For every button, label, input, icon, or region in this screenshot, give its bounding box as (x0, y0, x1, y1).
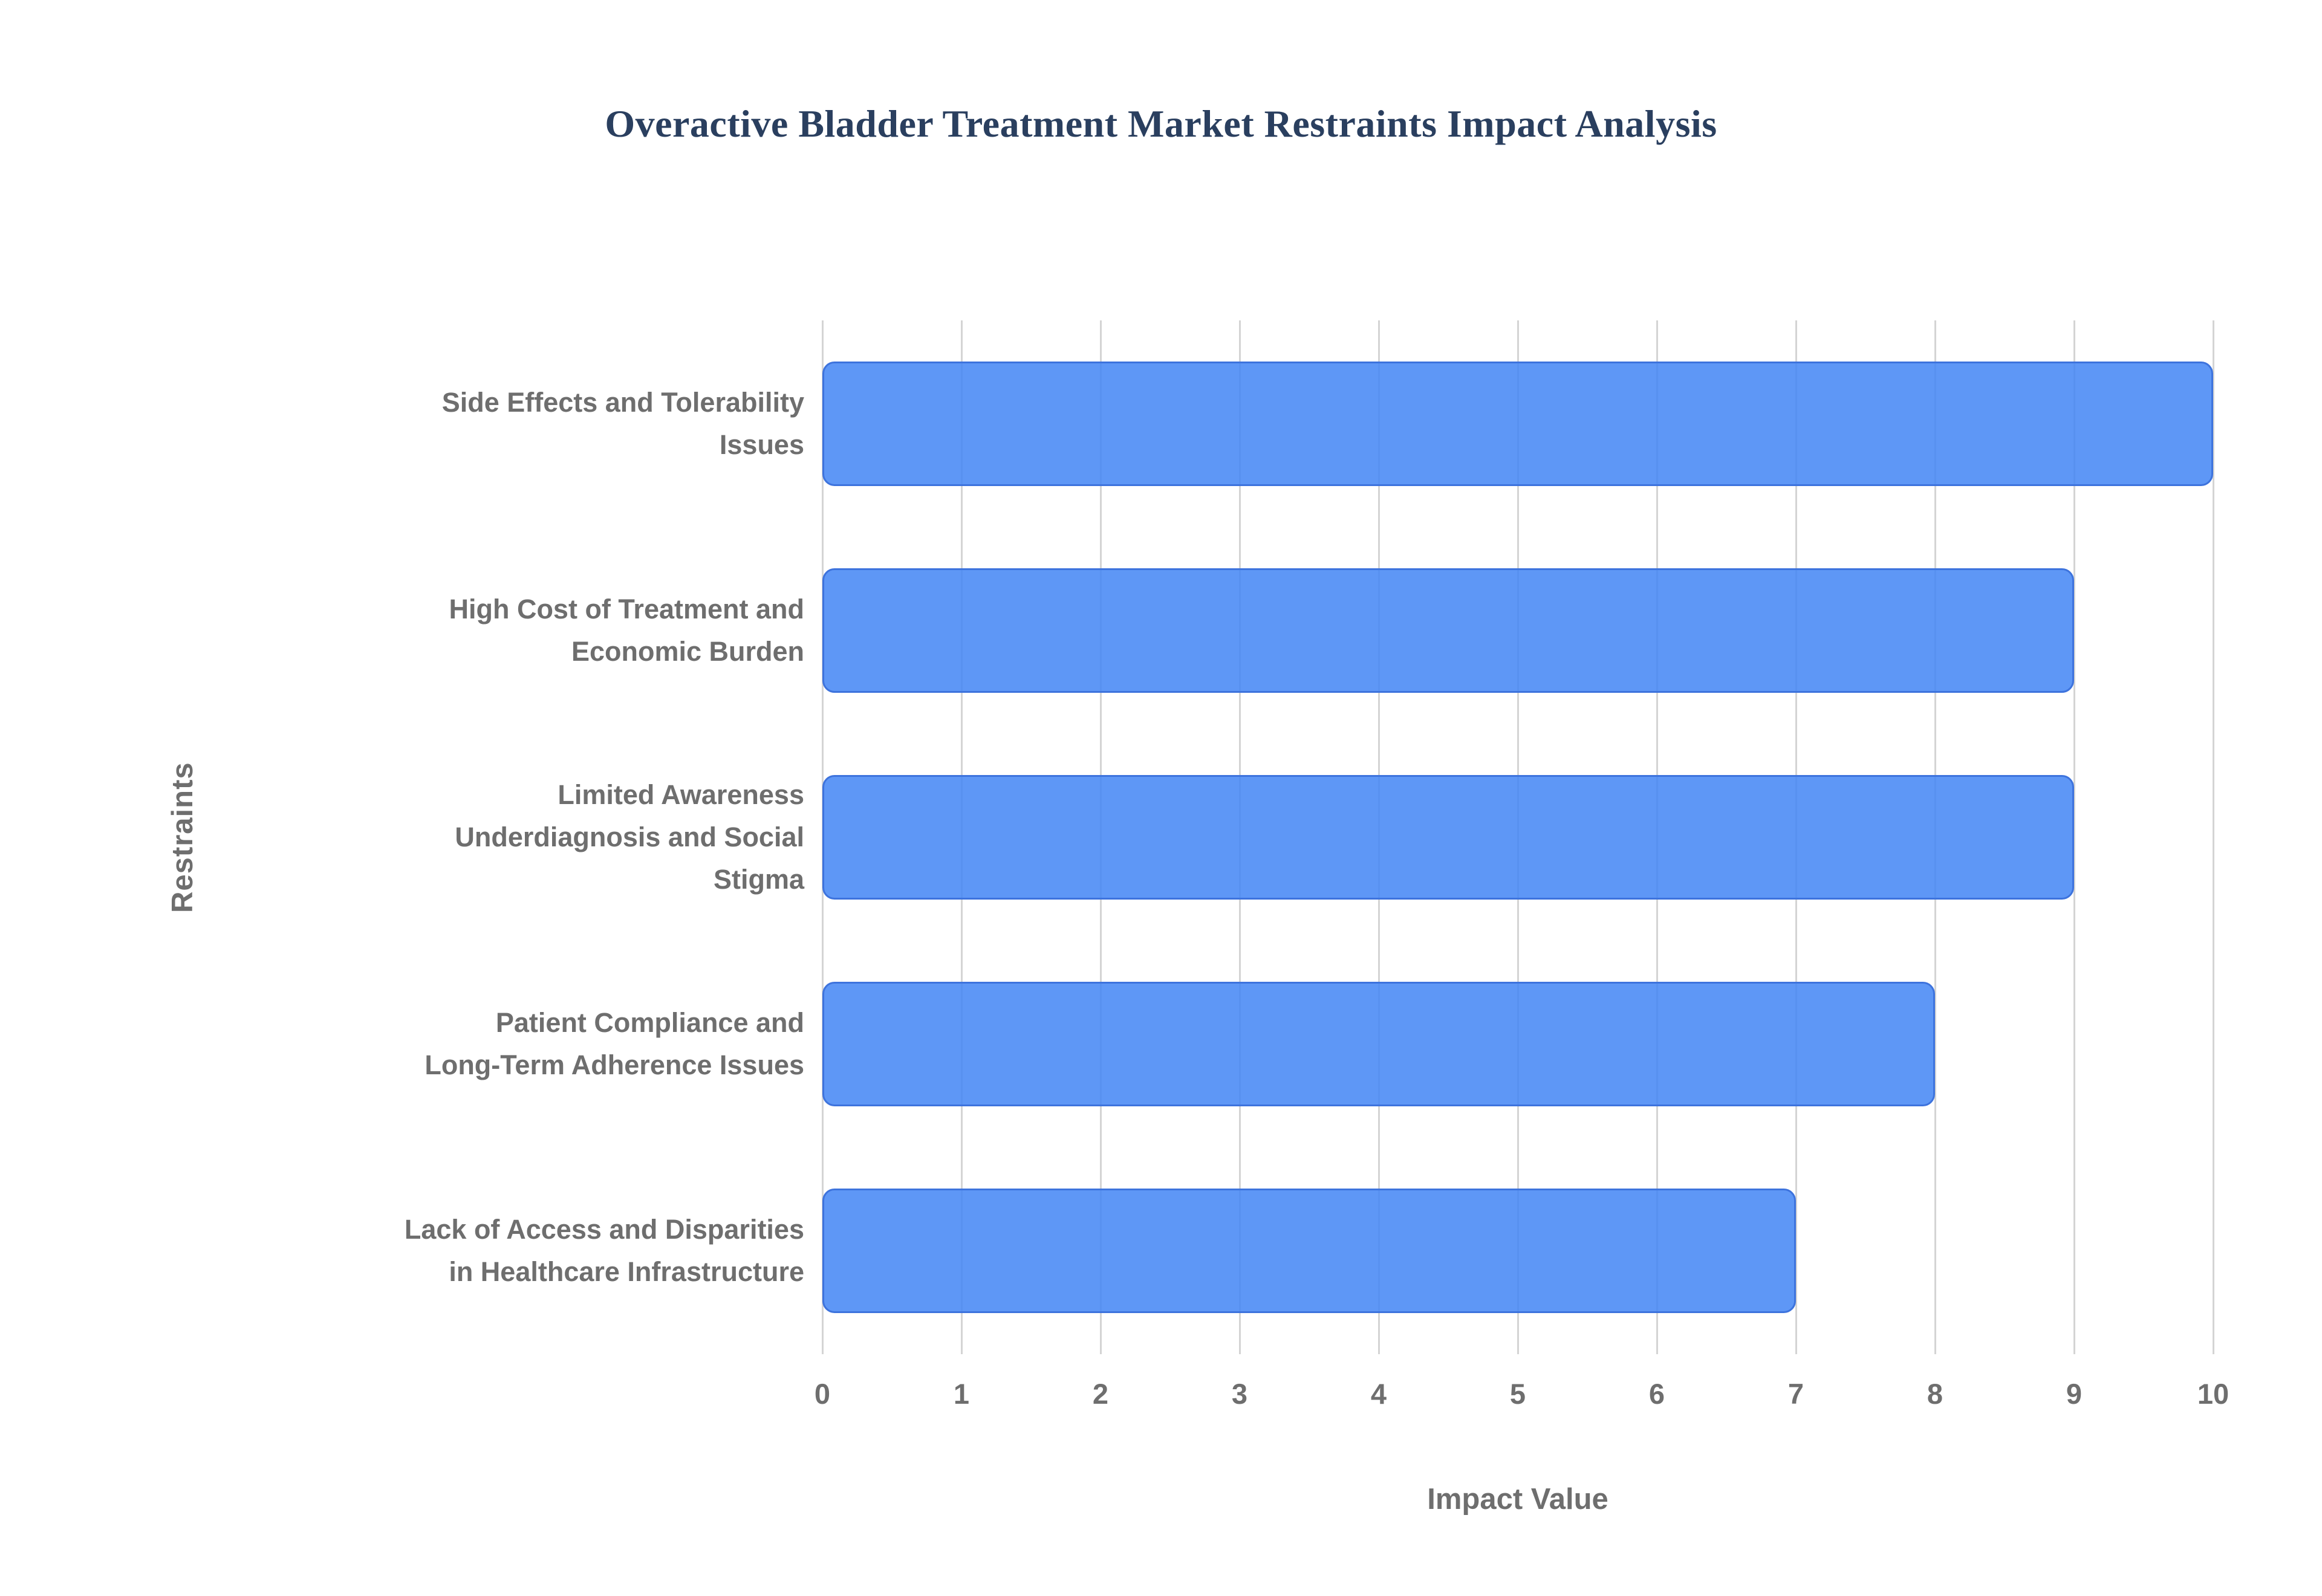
category-label: Limited Awareness Underdiagnosis and Soci… (230, 734, 804, 941)
category-label: High Cost of Treatment and Economic Burde… (230, 527, 804, 734)
x-tick-label: 1 (953, 1378, 970, 1410)
gridline (2213, 320, 2214, 1354)
category-label-line: Issues (719, 429, 804, 460)
category-label-line: Patient Compliance and (495, 1007, 804, 1038)
plot-area (822, 320, 2214, 1354)
x-tick-label: 3 (1231, 1378, 1248, 1410)
x-axis-title: Impact Value (1427, 1483, 1608, 1516)
category-label: Patient Compliance and Long-Term Adherenc… (230, 941, 804, 1147)
bar[interactable] (822, 362, 2213, 486)
bar[interactable] (822, 1189, 1796, 1313)
x-tick-label: 7 (1787, 1378, 1804, 1410)
x-tick-label: 5 (1509, 1378, 1526, 1410)
bar[interactable] (822, 775, 2074, 900)
x-tick-label: 0 (814, 1378, 831, 1410)
category-label-line: Limited Awareness (558, 779, 804, 810)
x-tick-label: 2 (1092, 1378, 1109, 1410)
category-label: Lack of Access and Disparities in Healthc… (230, 1147, 804, 1354)
category-label-line: Side Effects and Tolerability (441, 387, 804, 418)
bar[interactable] (822, 568, 2074, 693)
category-labels: Side Effects and Tolerability Issues High … (230, 320, 804, 1354)
category-label-line: Underdiagnosis and Social (455, 822, 804, 852)
bar[interactable] (822, 982, 1935, 1106)
y-axis-title: Restraints (166, 762, 199, 913)
category-label-line: Lack of Access and Disparities (404, 1214, 804, 1245)
x-tick-label: 10 (2197, 1378, 2229, 1410)
x-tick-label: 9 (2066, 1378, 2083, 1410)
x-axis-ticks: 0 1 2 3 4 5 6 7 8 9 10 (815, 1377, 2229, 1419)
x-tick-label: 8 (1927, 1378, 1943, 1410)
category-label-line: Stigma (713, 864, 804, 895)
category-label-line: High Cost of Treatment and (449, 594, 804, 624)
category-label-line: Long-Term Adherence Issues (424, 1049, 804, 1080)
x-tick-label: 6 (1648, 1378, 1665, 1410)
category-label: Side Effects and Tolerability Issues (230, 320, 804, 527)
chart-title: Overactive Bladder Treatment Market Rest… (605, 102, 1717, 145)
x-tick-label: 4 (1370, 1378, 1387, 1410)
category-label-line: in Healthcare Infrastructure (449, 1256, 804, 1287)
category-label-line: Economic Burden (571, 636, 804, 667)
gridline (2073, 320, 2075, 1354)
